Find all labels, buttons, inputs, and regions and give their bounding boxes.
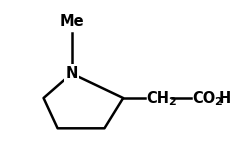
Text: Me: Me [59,14,84,29]
Text: 2: 2 [214,97,222,107]
Text: CH: CH [146,91,169,106]
Text: H: H [218,91,231,106]
Text: 2: 2 [169,97,176,107]
Text: N: N [65,66,78,81]
Text: CO: CO [192,91,215,106]
